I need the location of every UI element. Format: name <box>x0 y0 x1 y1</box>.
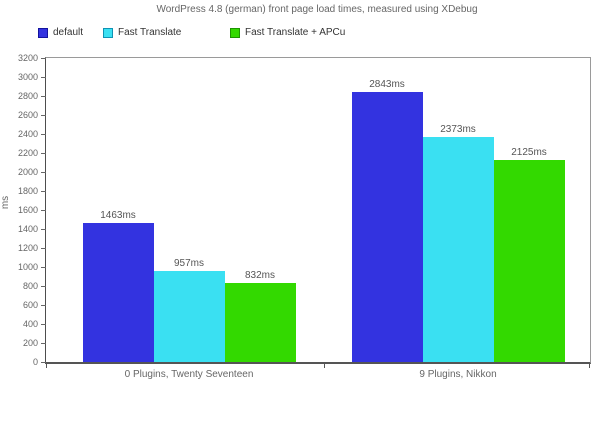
y-tick-mark <box>41 285 46 287</box>
y-tick-label: 0 <box>32 357 38 367</box>
y-tick-mark <box>41 152 46 154</box>
y-tick-label: 400 <box>22 319 38 329</box>
legend-item: default <box>38 27 83 38</box>
y-tick-mark <box>41 95 46 97</box>
y-tick: 2400 <box>18 129 46 139</box>
bar: 832ms <box>224 270 296 362</box>
y-tick-mark <box>41 133 46 135</box>
y-tick-label: 600 <box>22 300 38 310</box>
y-tick-label: 1800 <box>17 186 38 196</box>
y-tick-label: 1200 <box>17 243 38 253</box>
y-tick: 1600 <box>18 205 46 215</box>
legend-item: Fast Translate <box>103 27 181 38</box>
y-tick-label: 3000 <box>17 72 38 82</box>
y-tick: 3200 <box>18 53 46 63</box>
bar-value-label: 2125ms <box>511 147 547 159</box>
y-tick: 1200 <box>18 243 46 253</box>
bar: 1463ms <box>82 210 154 362</box>
y-tick-label: 200 <box>22 338 38 348</box>
y-tick-mark <box>41 304 46 306</box>
y-tick: 2800 <box>18 91 46 101</box>
y-tick: 3000 <box>18 72 46 82</box>
x-category-label: 0 Plugins, Twenty Seventeen <box>124 369 254 380</box>
y-tick-mark <box>41 228 46 230</box>
y-tick: 200 <box>23 338 46 348</box>
bar: 2125ms <box>493 147 565 362</box>
x-tick-mark <box>324 364 325 368</box>
bar-group: 2843ms 2373ms 2125ms <box>351 79 565 362</box>
y-tick-label: 1000 <box>17 262 38 272</box>
legend-swatch-icon <box>38 27 48 38</box>
x-tick-mark <box>589 364 590 368</box>
legend-item: Fast Translate + APCu <box>230 27 345 38</box>
y-tick-label: 2800 <box>17 91 38 101</box>
y-tick: 1800 <box>18 186 46 196</box>
y-tick-mark <box>41 57 46 59</box>
bar-value-label: 1463ms <box>100 210 136 222</box>
y-tick-mark <box>41 76 46 78</box>
plot-area: 0 200 400 600 800 1000 1200 1400 1600 1800 2000 220… <box>18 53 591 380</box>
bar-group: 1463ms 957ms 832ms <box>82 210 296 362</box>
y-tick-label: 2000 <box>17 167 38 177</box>
legend-swatch-icon <box>103 27 113 38</box>
bar-value-label: 2843ms <box>369 78 405 90</box>
y-tick-label: 1400 <box>17 224 38 234</box>
y-tick-label: 2600 <box>17 110 38 120</box>
y-tick: 0 <box>33 357 46 367</box>
bar: 957ms <box>153 258 225 362</box>
chart-title: WordPress 4.8 (german) front page load t… <box>156 4 478 15</box>
y-tick: 1400 <box>18 224 46 234</box>
y-tick-label: 2200 <box>17 148 38 158</box>
y-tick: 2600 <box>18 110 46 120</box>
y-tick: 600 <box>23 300 46 310</box>
bar: 2373ms <box>422 124 494 362</box>
y-tick-mark <box>41 342 46 344</box>
y-tick-mark <box>41 323 46 325</box>
y-tick-mark <box>41 171 46 173</box>
legend-label: Fast Translate + APCu <box>245 27 346 38</box>
legend-label: Fast Translate <box>118 27 182 38</box>
legend-swatch-icon <box>230 27 240 38</box>
y-tick-label: 3200 <box>17 53 38 63</box>
bar: 2843ms <box>351 79 423 362</box>
legend: default Fast Translate Fast Translate + AP… <box>0 27 600 39</box>
x-tick-mark <box>46 364 47 368</box>
bar-value-label: 2373ms <box>440 123 476 135</box>
y-tick-mark <box>41 114 46 116</box>
x-category-label: 9 Plugins, Nikkon <box>419 369 497 380</box>
y-tick-mark <box>41 209 46 211</box>
y-axis-label: ms <box>0 195 12 210</box>
y-tick-mark <box>41 266 46 268</box>
y-tick-label: 1600 <box>17 205 38 215</box>
y-tick-mark <box>41 361 46 363</box>
y-tick: 800 <box>23 281 46 291</box>
legend-label: default <box>53 27 84 38</box>
y-tick: 2200 <box>18 148 46 158</box>
y-tick: 400 <box>23 319 46 329</box>
y-tick-label: 2400 <box>17 129 38 139</box>
y-tick: 2000 <box>18 167 46 177</box>
bar-value-label: 957ms <box>173 258 205 270</box>
y-tick-mark <box>41 247 46 249</box>
bar-value-label: 832ms <box>244 269 276 281</box>
y-tick-mark <box>41 190 46 192</box>
y-tick-label: 800 <box>22 281 38 291</box>
y-tick: 1000 <box>18 262 46 272</box>
